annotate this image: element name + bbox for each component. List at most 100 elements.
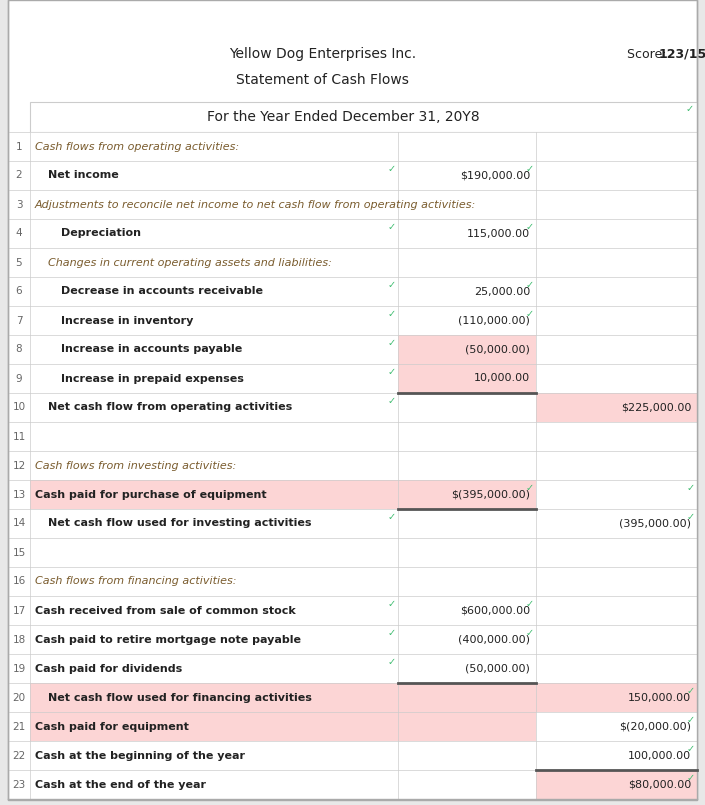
- Text: $80,000.00: $80,000.00: [627, 779, 691, 790]
- Text: ✓: ✓: [388, 512, 396, 522]
- Text: 12: 12: [13, 460, 25, 470]
- Text: ✓: ✓: [526, 628, 534, 638]
- Bar: [30, 596, 697, 625]
- Text: $(395,000.00): $(395,000.00): [451, 489, 530, 499]
- Text: ✓: ✓: [388, 657, 396, 667]
- Text: ✓: ✓: [526, 483, 534, 493]
- Text: 14: 14: [13, 518, 25, 529]
- Text: 15: 15: [13, 547, 25, 558]
- Text: Cash paid for dividends: Cash paid for dividends: [35, 663, 183, 674]
- Bar: [30, 102, 697, 132]
- Text: 10,000.00: 10,000.00: [474, 374, 530, 383]
- Bar: [398, 335, 536, 364]
- Text: (395,000.00): (395,000.00): [619, 518, 691, 529]
- Text: ✓: ✓: [526, 280, 534, 290]
- Text: ✓: ✓: [526, 222, 534, 232]
- Text: 2: 2: [16, 171, 23, 180]
- Text: Statement of Cash Flows: Statement of Cash Flows: [236, 73, 409, 87]
- Bar: [536, 770, 697, 799]
- Text: 19: 19: [13, 663, 25, 674]
- Text: ✓: ✓: [687, 512, 695, 522]
- Text: ✓: ✓: [388, 309, 396, 319]
- Text: Changes in current operating assets and liabilities:: Changes in current operating assets and …: [48, 258, 332, 267]
- Bar: [30, 364, 697, 393]
- Text: 7: 7: [16, 316, 23, 325]
- Text: Adjustments to reconcile net income to net cash flow from operating activities:: Adjustments to reconcile net income to n…: [35, 200, 477, 209]
- Text: Decrease in accounts receivable: Decrease in accounts receivable: [61, 287, 263, 296]
- Bar: [30, 538, 697, 567]
- Text: (110,000.00): (110,000.00): [458, 316, 530, 325]
- Bar: [30, 277, 697, 306]
- Text: 3: 3: [16, 200, 23, 209]
- Bar: [30, 219, 697, 248]
- Text: (50,000.00): (50,000.00): [465, 345, 530, 354]
- Text: 13: 13: [13, 489, 25, 499]
- Text: Net cash flow from operating activities: Net cash flow from operating activities: [48, 402, 293, 412]
- Bar: [398, 364, 536, 393]
- Text: 9: 9: [16, 374, 23, 383]
- Bar: [30, 712, 536, 741]
- Text: ✓: ✓: [687, 715, 695, 725]
- Text: 115,000.00: 115,000.00: [467, 229, 530, 238]
- Bar: [536, 393, 697, 422]
- Text: ✓: ✓: [388, 338, 396, 348]
- Text: ✓: ✓: [388, 396, 396, 406]
- Bar: [30, 451, 697, 480]
- Text: Cash paid for purchase of equipment: Cash paid for purchase of equipment: [35, 489, 266, 499]
- Bar: [30, 509, 697, 538]
- Bar: [30, 422, 697, 451]
- Text: 150,000.00: 150,000.00: [628, 692, 691, 703]
- Bar: [30, 335, 697, 364]
- Bar: [30, 248, 697, 277]
- Text: 23: 23: [13, 779, 25, 790]
- Text: Cash at the end of the year: Cash at the end of the year: [35, 779, 206, 790]
- Text: 4: 4: [16, 229, 23, 238]
- Text: 25,000.00: 25,000.00: [474, 287, 530, 296]
- Text: 1: 1: [16, 142, 23, 151]
- Text: Cash received from sale of common stock: Cash received from sale of common stock: [35, 605, 296, 616]
- Text: Increase in inventory: Increase in inventory: [61, 316, 193, 325]
- Text: 20: 20: [13, 692, 25, 703]
- Bar: [30, 567, 697, 596]
- Text: Depreciation: Depreciation: [61, 229, 141, 238]
- Text: (50,000.00): (50,000.00): [465, 663, 530, 674]
- Bar: [30, 190, 697, 219]
- Bar: [30, 683, 697, 712]
- Text: Score:: Score:: [627, 47, 670, 60]
- Bar: [30, 306, 697, 335]
- Bar: [30, 741, 697, 770]
- Text: Cash flows from operating activities:: Cash flows from operating activities:: [35, 142, 239, 151]
- Text: 8: 8: [16, 345, 23, 354]
- Text: ✓: ✓: [388, 280, 396, 290]
- Bar: [30, 654, 697, 683]
- Text: $225,000.00: $225,000.00: [620, 402, 691, 412]
- Text: 6: 6: [16, 287, 23, 296]
- Text: Net cash flow used for financing activities: Net cash flow used for financing activit…: [48, 692, 312, 703]
- Text: ✓: ✓: [388, 628, 396, 638]
- Bar: [30, 480, 697, 509]
- Text: ✓: ✓: [526, 164, 534, 174]
- Text: ✓: ✓: [388, 599, 396, 609]
- Bar: [30, 625, 697, 654]
- Text: 18: 18: [13, 634, 25, 645]
- Text: 21: 21: [13, 721, 25, 732]
- Text: ✓: ✓: [388, 222, 396, 232]
- Text: Cash paid to retire mortgage note payable: Cash paid to retire mortgage note payabl…: [35, 634, 301, 645]
- Text: Cash paid for equipment: Cash paid for equipment: [35, 721, 189, 732]
- Text: Cash flows from investing activities:: Cash flows from investing activities:: [35, 460, 236, 470]
- Bar: [30, 683, 697, 712]
- Bar: [30, 770, 697, 799]
- Text: $190,000.00: $190,000.00: [460, 171, 530, 180]
- Text: ✓: ✓: [686, 104, 694, 114]
- Text: (400,000.00): (400,000.00): [458, 634, 530, 645]
- Text: ✓: ✓: [526, 599, 534, 609]
- Text: ✓: ✓: [687, 483, 695, 493]
- Text: ✓: ✓: [687, 686, 695, 696]
- Text: ✓: ✓: [388, 367, 396, 377]
- Text: 100,000.00: 100,000.00: [628, 750, 691, 761]
- Text: 17: 17: [13, 605, 25, 616]
- Text: 11: 11: [13, 431, 25, 441]
- Text: ✓: ✓: [388, 164, 396, 174]
- Text: For the Year Ended December 31, 20Y8: For the Year Ended December 31, 20Y8: [207, 110, 480, 124]
- Text: Cash at the beginning of the year: Cash at the beginning of the year: [35, 750, 245, 761]
